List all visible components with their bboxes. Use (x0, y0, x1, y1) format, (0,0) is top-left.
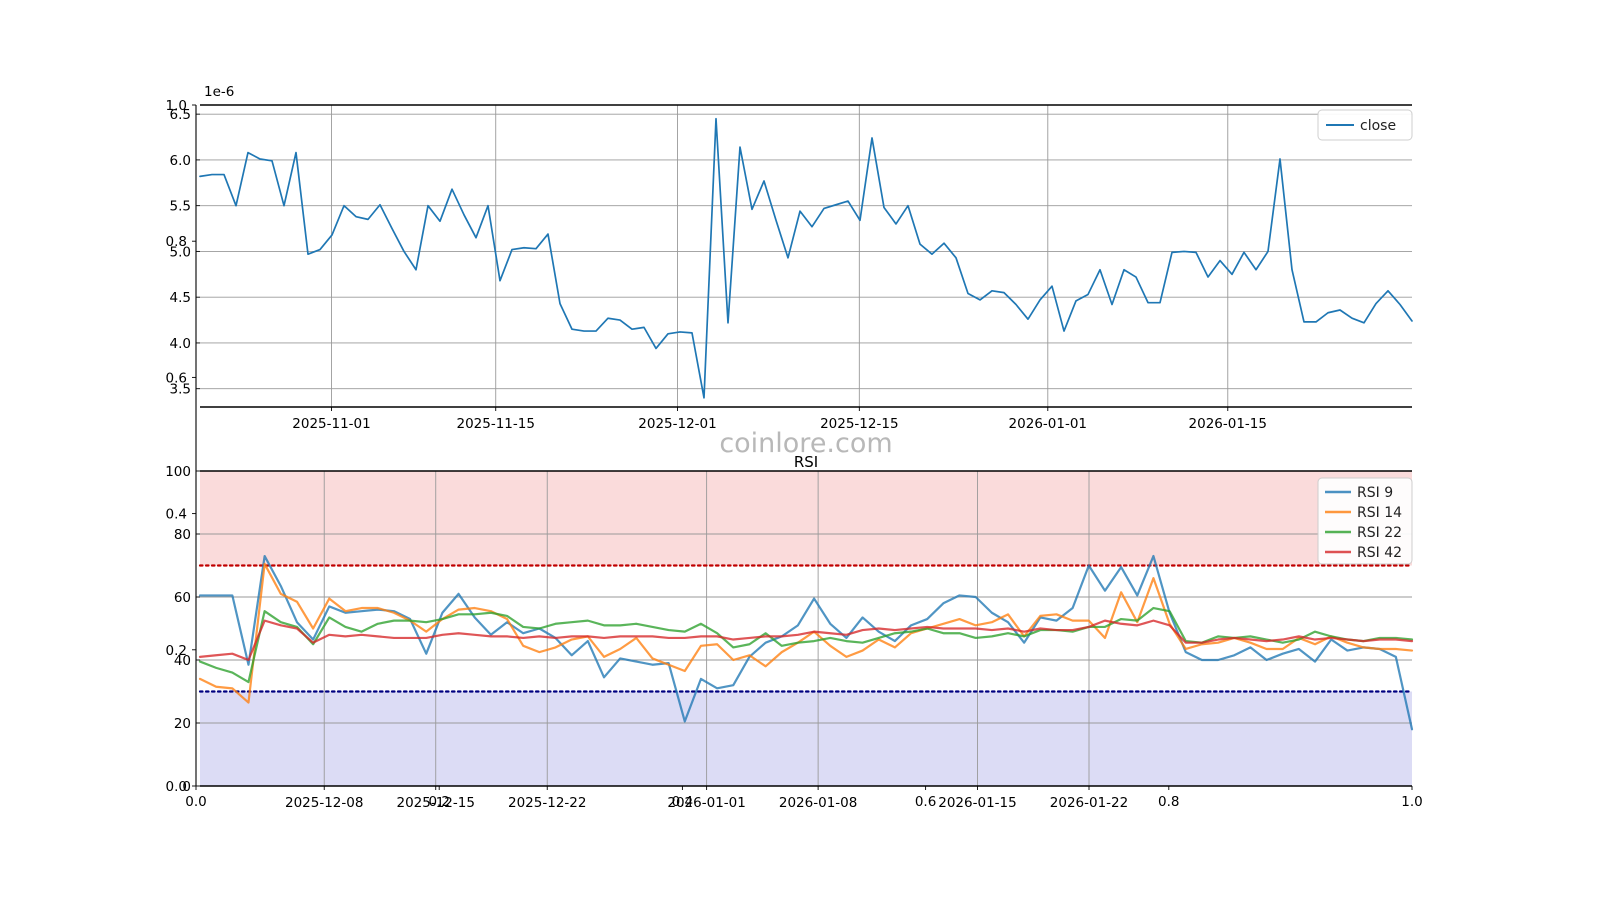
rsi-x-tick-label: 2026-01-15 (938, 795, 1016, 811)
rsi-y-tick-label: 100 (165, 464, 191, 480)
price-y-tick-label: 4.0 (170, 336, 191, 352)
rsi-y-tick-label: 40 (174, 653, 191, 669)
bg-y-tick-label: 1.0 (166, 98, 187, 114)
price-x-tick-label: 2025-11-01 (292, 416, 370, 432)
price-y-tick-label: 5.5 (170, 199, 191, 215)
rsi-legend-label-rsi-22: RSI 22 (1357, 525, 1402, 541)
bg-y-tick-label: 0.8 (166, 234, 187, 250)
rsi-panel-title: RSI (794, 453, 818, 471)
rsi-legend-label-rsi-14: RSI 14 (1357, 505, 1402, 521)
price-x-tick-label: 2025-12-01 (638, 416, 716, 432)
bg-y-tick-label: 0.2 (166, 643, 187, 659)
watermark-text: coinlore.com (719, 428, 892, 459)
bg-x-tick-label: 0.6 (915, 794, 936, 810)
rsi-legend-label-rsi-9: RSI 9 (1357, 485, 1393, 501)
price-close-line (199, 117, 1413, 399)
bg-x-tick-label: 0.2 (428, 794, 449, 810)
rsi-y-tick-label: 60 (174, 590, 191, 606)
rsi-x-tick-label: 2025-12-08 (285, 795, 363, 811)
price-legend-box (1317, 109, 1413, 141)
rsi-y-tick-label: 20 (174, 716, 191, 732)
price-plot-background (200, 105, 1412, 407)
bg-x-tick-label: 0.8 (1158, 794, 1179, 810)
rsi-y-tick-label: 80 (174, 527, 191, 543)
price-y-offset-label: 1e-6 (204, 84, 234, 100)
rsi-line-rsi-14 (198, 562, 1414, 704)
rsi-x-tick-label: 2026-01-01 (667, 795, 745, 811)
rsi-y-tick-label: 0 (182, 779, 191, 795)
price-y-tick-label: 4.5 (170, 290, 191, 306)
rsi-shaded-band-oversold (200, 691, 1412, 786)
bg-y-tick-label: 0.4 (166, 507, 187, 523)
rsi-legend-box (1317, 477, 1413, 565)
price-y-tick-label: 3.5 (170, 382, 191, 398)
rsi-x-tick-label: 2026-01-08 (779, 795, 857, 811)
bg-x-tick-label: 0.0 (185, 794, 206, 810)
bg-y-tick-label: 0.6 (166, 370, 187, 386)
rsi-legend-label-rsi-42: RSI 42 (1357, 545, 1402, 561)
price-y-tick-label: 6.0 (170, 153, 191, 169)
bg-x-tick-label: 0.4 (672, 794, 693, 810)
price-y-tick-label: 5.0 (170, 244, 191, 260)
bg-x-tick-label: 1.0 (1401, 794, 1422, 810)
price-x-tick-label: 2025-12-15 (820, 416, 898, 432)
price-x-tick-label: 2026-01-15 (1189, 416, 1267, 432)
bg-y-tick-label: 0.0 (166, 779, 187, 795)
price-legend-label-close: close (1360, 118, 1396, 134)
price-x-tick-label: 2025-11-15 (456, 416, 534, 432)
price-x-tick-label: 2026-01-01 (1009, 416, 1087, 432)
price-y-tick-label: 6.5 (170, 107, 191, 123)
rsi-line-rsi-9 (198, 554, 1414, 731)
rsi-line-rsi-42 (198, 619, 1414, 662)
rsi-x-tick-label: 2025-12-22 (508, 795, 586, 811)
rsi-shaded-band-overbought (200, 471, 1412, 566)
rsi-x-tick-label: 2026-01-22 (1050, 795, 1128, 811)
rsi-x-tick-label: 2025-12-15 (396, 795, 474, 811)
rsi-line-rsi-22 (198, 606, 1414, 684)
